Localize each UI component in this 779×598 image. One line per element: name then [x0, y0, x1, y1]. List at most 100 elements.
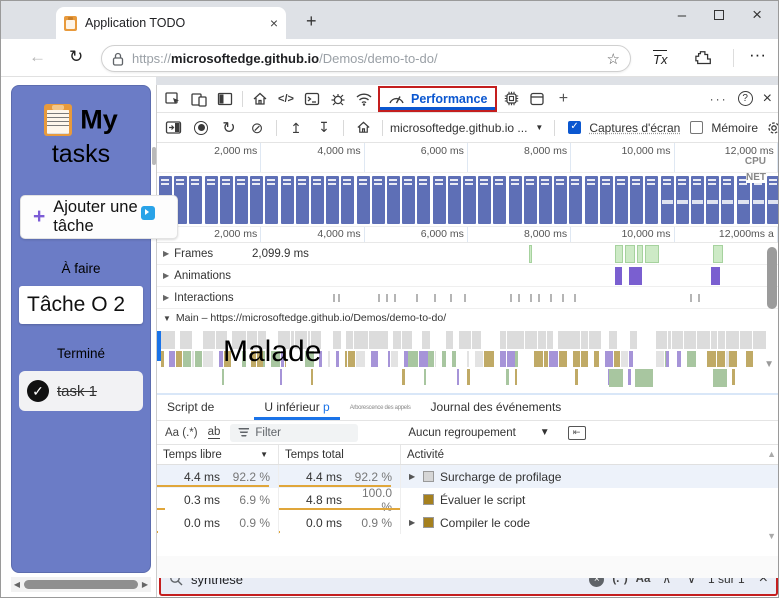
screenshot-thumbnail[interactable] — [387, 176, 400, 224]
screenshot-thumbnail[interactable] — [265, 176, 279, 224]
home-origin-icon[interactable] — [351, 117, 375, 139]
main-track-header[interactable]: ▼ Main – https://microsoftedge.github.io… — [163, 312, 447, 324]
window-close-button[interactable]: × — [752, 5, 762, 24]
load-profile-icon[interactable]: ↥ — [290, 119, 302, 136]
detail-ruler[interactable]: 2,000 ms 4,000 ms 6,000 ms 8,000 ms 10,000 m… — [157, 227, 778, 243]
case-regex-toggle[interactable]: Aa (.*) — [165, 426, 198, 439]
screenshot-thumbnail[interactable] — [660, 176, 674, 224]
screenshot-thumbnail[interactable] — [508, 176, 522, 224]
chevron-down-icon[interactable]: ▼ — [539, 427, 550, 438]
screenshot-thumbnail[interactable] — [523, 176, 537, 224]
expand-icon[interactable]: ▶ — [163, 271, 170, 280]
screenshot-thumbnail[interactable] — [767, 176, 778, 224]
todo-item[interactable]: Tâche O 2 — [19, 286, 143, 324]
screenshot-thumbnail[interactable] — [569, 176, 583, 224]
origin-dropdown[interactable]: microsoftedge.github.io ... — [390, 120, 528, 135]
frames-track[interactable]: ▶ Frames 2,099.9 ms — [157, 243, 778, 265]
screenshot-thumbnail[interactable] — [371, 176, 385, 224]
next-result-icon[interactable]: ∨ — [687, 572, 696, 586]
screenshot-thumbnail[interactable] — [675, 176, 689, 224]
table-row[interactable]: 0.0 ms 0.9 % 0.0 ms 0.9 % ▶ Compiler le code — [157, 511, 778, 534]
memory-tab-icon[interactable] — [499, 88, 523, 110]
header-self-time[interactable]: Temps libre ▼ — [157, 445, 279, 464]
collapse-icon[interactable]: ▼ — [163, 313, 171, 323]
screenshot-thumbnail[interactable] — [341, 176, 355, 224]
browser-tab[interactable]: Application TODO × — [56, 7, 286, 39]
screenshot-thumbnail[interactable] — [554, 176, 568, 224]
network-tab-icon[interactable] — [352, 88, 376, 110]
previous-result-icon[interactable]: ∧ — [662, 572, 672, 586]
screenshot-thumbnail[interactable] — [493, 176, 507, 224]
elements-tab-icon[interactable]: </> — [278, 92, 294, 105]
devtools-close-icon[interactable]: × — [762, 89, 772, 107]
scrollbar-thumb[interactable] — [24, 580, 138, 589]
expand-icon[interactable]: ▶ — [163, 293, 170, 302]
console-tab-icon[interactable] — [300, 88, 324, 110]
screenshot-thumbnail[interactable] — [250, 176, 264, 224]
screenshot-thumbnail[interactable] — [219, 176, 233, 224]
interactions-track[interactable]: ▶ Interactions — [157, 287, 778, 309]
screenshot-thumbnail[interactable] — [311, 176, 324, 224]
screenshot-thumbnail[interactable] — [417, 176, 431, 224]
new-tab-button[interactable]: + — [306, 11, 317, 31]
save-profile-icon[interactable]: ↧ — [318, 119, 330, 135]
screenshot-thumbnail[interactable] — [326, 176, 340, 224]
tab-bottom-up[interactable]: U inférieur p — [254, 400, 340, 420]
scroll-left-icon[interactable]: ◀ — [13, 580, 21, 589]
table-row[interactable]: 0.3 ms 6.9 % 4.8 ms 100.0 % Évaluer le scrip… — [157, 486, 778, 514]
extensions-icon[interactable] — [695, 50, 712, 67]
screenshot-thumbnail[interactable] — [402, 176, 416, 224]
record-button[interactable] — [189, 117, 213, 139]
table-scroll-up-icon[interactable]: ▲ — [767, 449, 776, 459]
add-task-button[interactable]: + Ajouter une tâche — [20, 195, 178, 239]
header-total-time[interactable]: Temps total — [279, 445, 401, 464]
screenshot-thumbnail[interactable] — [189, 176, 203, 224]
window-minimize-button[interactable]: – — [677, 6, 687, 24]
checkmark-icon[interactable]: ✓ — [27, 380, 49, 402]
back-button[interactable]: ← — [29, 47, 46, 66]
dock-side-icon[interactable] — [213, 88, 237, 110]
window-maximize-button[interactable] — [714, 10, 725, 20]
devtools-menu-icon[interactable]: ··· — [709, 91, 728, 106]
tab-event-log[interactable]: Journal des événements — [430, 400, 562, 414]
table-scroll-down-icon[interactable]: ▼ — [767, 531, 776, 541]
screenshot-thumbnail[interactable] — [295, 176, 309, 224]
devtools-help-icon[interactable]: ? — [737, 91, 753, 106]
restore-panel-icon[interactable]: ⇤ — [567, 425, 586, 440]
screenshot-filmstrip[interactable]: NET — [157, 173, 778, 227]
screenshot-thumbnail[interactable] — [356, 176, 370, 224]
screenshot-thumbnail[interactable] — [751, 176, 765, 224]
screenshot-thumbnail[interactable] — [280, 176, 294, 224]
application-tab-icon[interactable] — [525, 88, 549, 110]
tracks-scrollbar-thumb[interactable] — [767, 247, 777, 309]
screenshot-thumbnail[interactable] — [615, 176, 628, 224]
device-emulation-icon[interactable] — [187, 88, 211, 110]
more-tabs-icon[interactable]: + — [558, 89, 569, 107]
screenshot-thumbnail[interactable] — [599, 176, 613, 224]
filter-input[interactable]: Filter — [230, 423, 359, 442]
header-activity[interactable]: Activité — [407, 448, 445, 461]
match-whole-word-toggle[interactable]: ab — [207, 426, 221, 439]
screenshot-thumbnail[interactable] — [691, 176, 704, 224]
horizontal-scrollbar[interactable]: ◀ ▶ — [11, 577, 151, 592]
screenshot-thumbnail[interactable] — [584, 176, 598, 224]
browser-menu-icon[interactable]: ··· — [749, 45, 766, 64]
screenshot-thumbnail[interactable] — [447, 176, 461, 224]
screenshot-thumbnail[interactable] — [645, 176, 659, 224]
scroll-down-icon[interactable]: ▼ — [764, 359, 774, 370]
issues-bug-icon[interactable] — [326, 88, 350, 110]
screenshot-thumbnail[interactable] — [478, 176, 492, 224]
tab-performance[interactable]: Performance — [378, 85, 498, 112]
screenshot-thumbnail[interactable] — [736, 176, 750, 224]
screenshots-checkbox[interactable] — [568, 121, 582, 134]
table-row[interactable]: 4.4 ms 92.2 % 4.4 ms 92.2 % ▶ Surcharge de pr… — [157, 465, 778, 488]
memory-checkbox[interactable] — [690, 121, 704, 134]
record-reload-button[interactable]: ↻ — [222, 119, 236, 137]
tab-call-tree[interactable]: Arborescence des appels — [349, 405, 411, 411]
screenshot-thumbnail[interactable] — [463, 176, 476, 224]
screenshot-thumbnail[interactable] — [204, 176, 218, 224]
tab-close-icon[interactable]: × — [269, 15, 278, 31]
home-tab-icon[interactable] — [248, 88, 272, 110]
screenshot-thumbnail[interactable] — [235, 176, 248, 224]
animations-track[interactable]: ▶ Animations — [157, 265, 778, 287]
